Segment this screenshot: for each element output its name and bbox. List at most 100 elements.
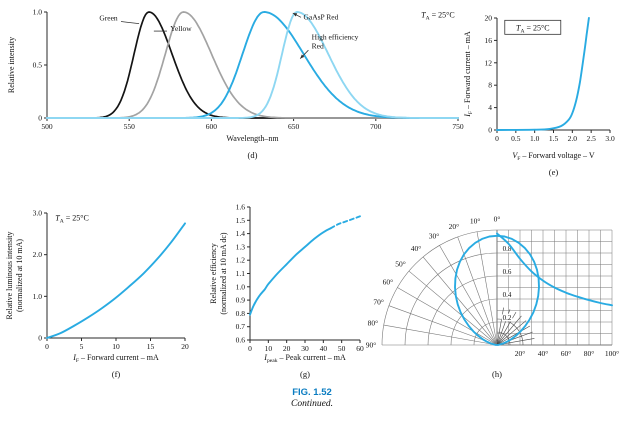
svg-text:70°: 70° [373, 297, 384, 306]
svg-text:750: 750 [452, 122, 464, 131]
svg-text:0.8: 0.8 [503, 245, 512, 253]
svg-text:8: 8 [488, 81, 492, 90]
svg-text:1.0: 1.0 [236, 282, 246, 291]
figure-caption: FIG. 1.52 Continued. [0, 387, 624, 409]
svg-text:0: 0 [38, 334, 42, 343]
svg-text:0: 0 [38, 114, 42, 123]
svg-text:0.7: 0.7 [236, 322, 246, 331]
svg-text:0.4: 0.4 [503, 291, 512, 299]
svg-text:TA = 25°C: TA = 25°C [421, 10, 455, 21]
svg-text:100°: 100° [605, 349, 619, 358]
svg-text:50°: 50° [395, 260, 406, 269]
svg-text:1.2: 1.2 [236, 256, 246, 265]
chart-f: 0 5 10 15 20 0 1.0 2.0 3.0 TA = 25°C IF – Forward … [5, 209, 189, 380]
figure-number: FIG. 1.52 [292, 387, 332, 398]
svg-text:Green: Green [99, 13, 118, 22]
svg-text:700: 700 [370, 122, 382, 131]
svg-text:0.9: 0.9 [236, 296, 246, 305]
svg-text:1.0: 1.0 [530, 134, 540, 143]
svg-text:2.5: 2.5 [586, 134, 596, 143]
chart-h: 0°10°20°30°40°50°60°70°80°90°20° 40° 60° 80… [366, 215, 619, 380]
svg-text:2.0: 2.0 [33, 250, 43, 259]
svg-text:0.2: 0.2 [503, 314, 512, 322]
svg-text:600: 600 [206, 122, 218, 131]
svg-text:10: 10 [112, 342, 120, 351]
svg-text:VF – Forward voltage – V: VF – Forward voltage – V [512, 151, 595, 162]
svg-text:20: 20 [181, 342, 189, 351]
svg-text:650: 650 [288, 122, 300, 131]
svg-text:(g): (g) [300, 369, 310, 379]
svg-text:High efficiency: High efficiency [312, 33, 359, 42]
svg-text:(normalized at 10 mA): (normalized at 10 mA) [15, 239, 24, 312]
svg-text:0: 0 [495, 134, 499, 143]
svg-text:(h): (h) [492, 369, 502, 379]
svg-text:0.5: 0.5 [33, 61, 43, 70]
svg-text:20°: 20° [449, 222, 460, 231]
svg-text:1.5: 1.5 [236, 216, 246, 225]
svg-text:(e): (e) [549, 167, 559, 177]
svg-text:40: 40 [320, 344, 328, 353]
svg-text:Relative intensity: Relative intensity [7, 37, 16, 93]
svg-text:20°: 20° [515, 349, 526, 358]
svg-text:0.6: 0.6 [236, 336, 246, 345]
svg-text:90°: 90° [366, 341, 377, 350]
svg-text:Red: Red [312, 42, 324, 51]
svg-text:30: 30 [301, 344, 309, 353]
svg-text:1.1: 1.1 [236, 269, 246, 278]
svg-text:20: 20 [485, 14, 493, 23]
svg-text:60°: 60° [383, 278, 394, 287]
chart-e: 0 0.5 1.0 1.5 2.0 2.5 3.0 0 4 8 12 16 20 TA = 25°C VF … [463, 14, 615, 178]
svg-text:IF – Forward current – mA: IF – Forward current – mA [72, 353, 159, 364]
svg-text:1.0: 1.0 [33, 8, 43, 17]
chart-d: 500 550 600 650 700 750 0 0.5 1.0 TA = 25°C Green Y… [7, 8, 464, 161]
svg-text:16: 16 [485, 36, 493, 45]
svg-text:50: 50 [338, 344, 346, 353]
svg-text:1.4: 1.4 [236, 229, 246, 238]
svg-text:(normalized at 10 mA dc): (normalized at 10 mA dc) [219, 232, 228, 315]
svg-text:1.0: 1.0 [33, 292, 43, 301]
svg-text:1.6: 1.6 [236, 203, 246, 212]
svg-text:Yellow: Yellow [170, 24, 192, 33]
svg-text:0: 0 [45, 342, 49, 351]
svg-text:Relative luminous intensity: Relative luminous intensity [5, 232, 14, 320]
svg-text:IF – Forward current – mA: IF – Forward current – mA [463, 31, 474, 118]
svg-text:40°: 40° [411, 244, 422, 253]
svg-text:5: 5 [80, 342, 84, 351]
svg-text:80°: 80° [368, 319, 379, 328]
svg-text:0: 0 [488, 126, 492, 135]
svg-text:(d): (d) [248, 150, 258, 160]
svg-text:3.0: 3.0 [33, 209, 43, 218]
svg-text:10: 10 [265, 344, 273, 353]
svg-text:500: 500 [41, 122, 53, 131]
svg-text:12: 12 [485, 58, 493, 67]
svg-text:3.0: 3.0 [605, 134, 615, 143]
svg-text:4: 4 [488, 103, 492, 112]
chart-g: 0 10 20 30 40 50 60 0.6 0.7 0.8 0.9 1.0 1.1 1.2 1.3 1.4… [209, 203, 364, 380]
svg-text:60°: 60° [561, 349, 572, 358]
svg-text:1.3: 1.3 [236, 242, 246, 251]
svg-text:10°: 10° [470, 216, 481, 225]
svg-text:60: 60 [356, 344, 364, 353]
svg-text:0: 0 [248, 344, 252, 353]
svg-text:Relative efficiency: Relative efficiency [209, 243, 218, 304]
svg-text:80°: 80° [584, 349, 595, 358]
svg-text:TA = 25°C: TA = 25°C [55, 214, 89, 225]
figure-continued-label: Continued. [291, 399, 333, 409]
svg-text:Wavelength–nm: Wavelength–nm [226, 134, 279, 143]
svg-text:30°: 30° [429, 231, 440, 240]
svg-text:20: 20 [283, 344, 291, 353]
svg-text:0°: 0° [494, 215, 501, 224]
svg-text:2.0: 2.0 [568, 134, 578, 143]
svg-text:40°: 40° [538, 349, 549, 358]
svg-text:0.6: 0.6 [503, 268, 512, 276]
svg-text:1.5: 1.5 [549, 134, 559, 143]
svg-text:550: 550 [124, 122, 136, 131]
svg-text:GaAsP Red: GaAsP Red [303, 12, 338, 21]
svg-text:Ipeak – Peak current – mA: Ipeak – Peak current – mA [263, 353, 346, 364]
svg-text:15: 15 [147, 342, 155, 351]
svg-text:0.8: 0.8 [236, 309, 246, 318]
svg-text:(f): (f) [112, 369, 121, 379]
svg-text:0.5: 0.5 [511, 134, 521, 143]
